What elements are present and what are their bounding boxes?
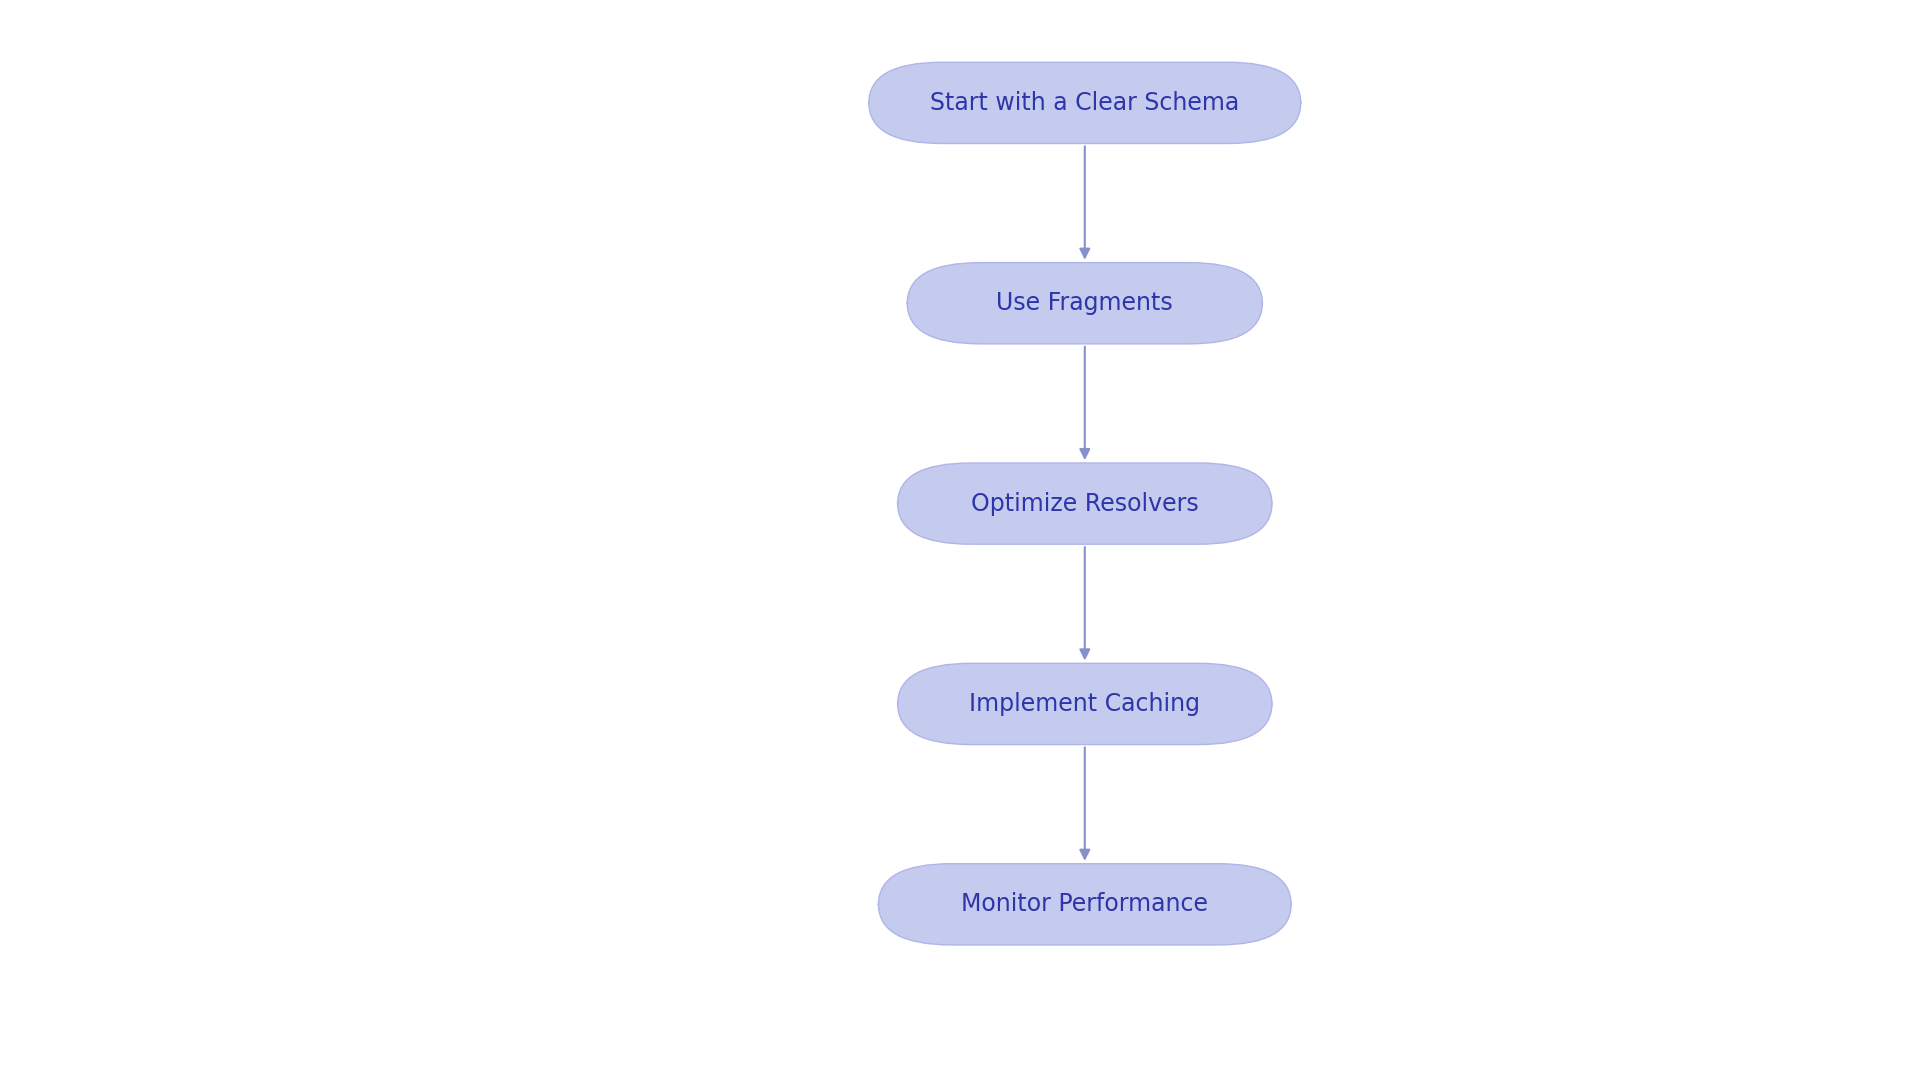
FancyBboxPatch shape	[897, 663, 1271, 744]
FancyBboxPatch shape	[877, 864, 1290, 944]
Text: Optimize Resolvers: Optimize Resolvers	[972, 492, 1198, 516]
Text: Use Fragments: Use Fragments	[996, 291, 1173, 315]
FancyBboxPatch shape	[868, 63, 1302, 143]
Text: Monitor Performance: Monitor Performance	[962, 892, 1208, 916]
FancyBboxPatch shape	[906, 263, 1263, 344]
FancyBboxPatch shape	[897, 464, 1271, 544]
Text: Start with a Clear Schema: Start with a Clear Schema	[929, 91, 1240, 115]
Text: Implement Caching: Implement Caching	[970, 692, 1200, 716]
